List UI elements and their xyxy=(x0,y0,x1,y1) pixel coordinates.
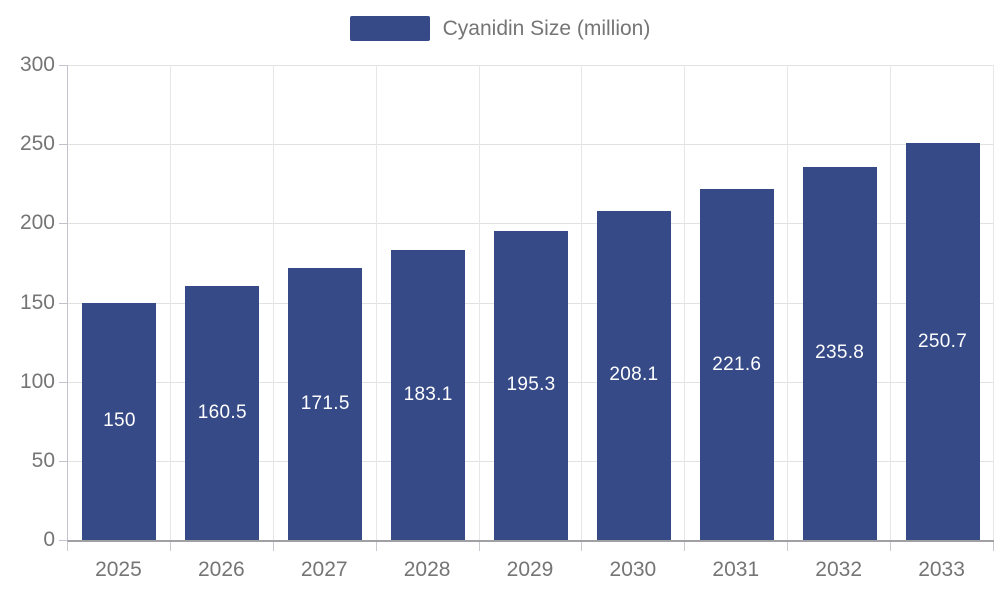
bar-value-label: 150 xyxy=(103,410,136,432)
bar-value-label: 195.3 xyxy=(506,374,556,396)
bar-2030: 208.1 xyxy=(596,210,671,540)
chart-legend[interactable]: Cyanidin Size (million) xyxy=(0,16,1000,41)
horizontal-gridline xyxy=(68,65,994,66)
y-axis-tick xyxy=(59,540,67,541)
legend-label: Cyanidin Size (million) xyxy=(442,16,651,40)
plot-area: 150 160.5 171.5 183.1 195.3 208.1 221.6 235.8 25… xyxy=(67,65,994,542)
bar-value-label: 171.5 xyxy=(300,393,350,415)
y-axis-tick xyxy=(59,65,67,66)
x-axis-tick-label: 2033 xyxy=(918,558,965,581)
vertical-gridline xyxy=(375,65,377,540)
bar-value-label: 183.1 xyxy=(403,384,453,406)
y-axis-tick-label: 300 xyxy=(19,53,55,76)
y-axis-tick xyxy=(59,223,67,225)
bar-2033: 250.7 xyxy=(905,143,980,540)
vertical-gridline xyxy=(169,65,171,540)
horizontal-gridline xyxy=(68,223,994,225)
y-axis-tick-label: 0 xyxy=(43,528,55,551)
horizontal-gridline xyxy=(68,144,994,146)
bar-value-label: 235.8 xyxy=(815,342,865,364)
bar-value-label: 250.7 xyxy=(918,330,968,352)
x-axis-tick xyxy=(581,542,583,551)
bar-value-label: 208.1 xyxy=(609,364,659,386)
y-axis-tick xyxy=(59,381,67,383)
vertical-gridline xyxy=(581,65,583,540)
y-axis-tick-label: 150 xyxy=(19,290,55,314)
y-axis-tick-label: 200 xyxy=(19,211,55,235)
x-axis-tick xyxy=(478,542,480,551)
bar-value-label: 160.5 xyxy=(197,401,247,423)
x-axis-tick xyxy=(890,542,892,551)
x-axis-tick xyxy=(67,542,68,551)
x-axis-tick xyxy=(169,542,171,551)
bar-value-label: 221.6 xyxy=(712,353,762,375)
y-axis-tick xyxy=(59,460,67,462)
x-axis-tick-label: 2031 xyxy=(712,558,760,581)
bar-2025: 150 xyxy=(82,302,157,540)
x-axis-tick-label: 2032 xyxy=(815,558,863,581)
bar-2028: 183.1 xyxy=(391,250,466,540)
x-axis-tick xyxy=(272,542,274,551)
legend-color-swatch xyxy=(349,16,430,41)
x-axis-tick-label: 2030 xyxy=(609,558,657,581)
bar-2032: 235.8 xyxy=(802,166,877,540)
bar-2027: 171.5 xyxy=(288,268,363,540)
x-axis-tick xyxy=(993,542,994,551)
bar-2026: 160.5 xyxy=(185,285,260,540)
x-axis-tick-label: 2025 xyxy=(95,558,142,581)
vertical-gridline xyxy=(478,65,480,540)
vertical-gridline xyxy=(993,65,994,540)
y-axis-tick xyxy=(59,144,67,146)
vertical-gridline xyxy=(787,65,789,540)
x-axis-tick-label: 2027 xyxy=(300,558,348,581)
x-axis-tick xyxy=(684,542,686,551)
y-axis-tick-label: 50 xyxy=(31,448,55,472)
vertical-gridline xyxy=(890,65,892,540)
y-axis-tick xyxy=(59,302,67,304)
bar-2031: 221.6 xyxy=(699,189,774,540)
bar-2029: 195.3 xyxy=(494,230,568,540)
vertical-gridline xyxy=(684,65,686,540)
x-axis-tick-label: 2026 xyxy=(197,558,245,581)
x-axis-tick-label: 2029 xyxy=(506,558,554,581)
x-axis-tick-label: 2028 xyxy=(403,558,451,581)
x-axis-tick xyxy=(375,542,377,551)
vertical-gridline xyxy=(272,65,274,540)
y-axis-tick-label: 250 xyxy=(19,132,55,156)
x-axis-tick xyxy=(787,542,789,551)
y-axis-tick-label: 100 xyxy=(19,369,55,393)
